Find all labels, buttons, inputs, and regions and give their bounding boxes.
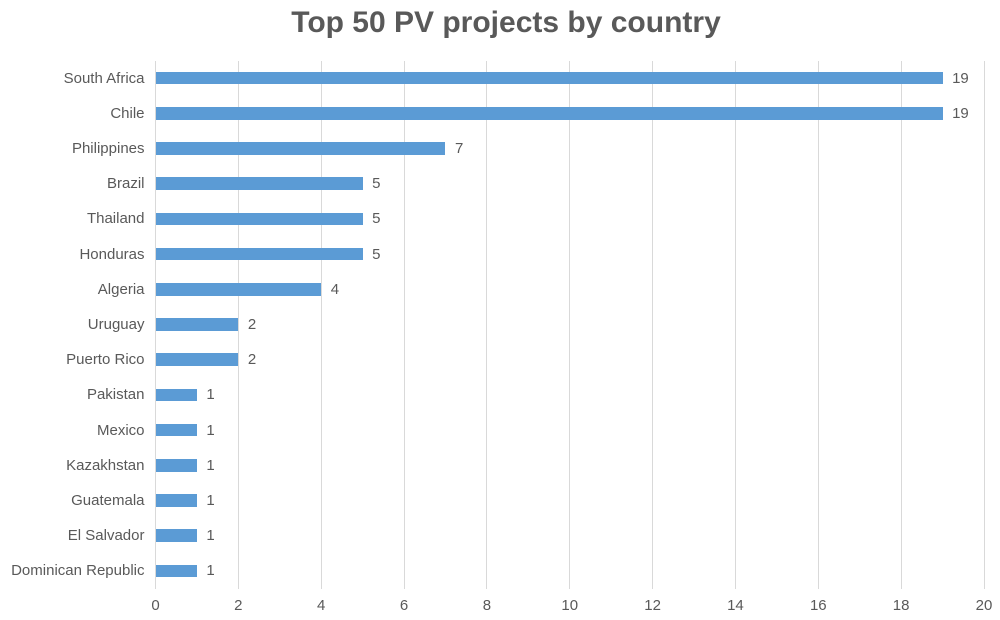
- x-axis-tick-label: 12: [644, 597, 661, 614]
- category-label: Philippines: [71, 140, 145, 157]
- x-gridline: [652, 60, 654, 589]
- value-label: 7: [454, 140, 464, 157]
- x-axis-tick-label: 18: [892, 597, 910, 614]
- category-label: Kazakhstan: [66, 456, 145, 474]
- bar: [155, 212, 363, 226]
- category-label: Dominican Republic: [11, 562, 145, 580]
- x-axis-tick-label: 8: [482, 597, 492, 614]
- x-gridline: [403, 60, 405, 589]
- x-gridline: [320, 60, 322, 589]
- value-label: 1: [206, 421, 215, 439]
- bar: [155, 142, 446, 155]
- value-label: 5: [372, 210, 381, 228]
- value-label: 2: [247, 316, 257, 333]
- x-gridline: [900, 60, 902, 589]
- x-gridline: [569, 60, 571, 589]
- category-label: Honduras: [79, 245, 145, 263]
- x-axis-tick-label: 0: [151, 597, 160, 614]
- x-axis-tick-label: 6: [399, 597, 409, 614]
- category-label: Guatemala: [71, 492, 145, 509]
- x-gridline: [237, 60, 239, 589]
- bar: [155, 318, 239, 331]
- bar: [155, 388, 197, 402]
- bar: [155, 107, 943, 120]
- bar: [155, 353, 239, 366]
- bar: [155, 459, 197, 472]
- bar: [155, 423, 197, 437]
- category-label: Thailand: [86, 210, 145, 228]
- chart-title: Top 50 PV projects by country: [291, 6, 721, 39]
- value-label: 1: [206, 562, 215, 580]
- x-axis-tick-label: 4: [317, 597, 326, 614]
- category-label: Puerto Rico: [66, 351, 145, 369]
- bar: [155, 494, 197, 507]
- category-label: South Africa: [63, 69, 145, 87]
- category-label: Algeria: [97, 280, 145, 298]
- category-label: Chile: [110, 104, 145, 122]
- bar: [155, 529, 197, 542]
- x-axis-tick-label: 20: [975, 597, 993, 614]
- value-label: 19: [952, 104, 969, 122]
- category-label: Uruguay: [87, 316, 145, 333]
- x-axis-tick-label: 14: [727, 597, 744, 614]
- value-label: 19: [952, 69, 969, 87]
- x-gridline: [486, 60, 488, 589]
- value-label: 1: [206, 527, 215, 545]
- x-axis-tick-label: 10: [561, 597, 579, 614]
- bar: [155, 247, 363, 261]
- value-label: 5: [372, 175, 381, 193]
- bar: [155, 564, 197, 578]
- bar: [155, 71, 943, 85]
- value-label: 5: [372, 245, 381, 263]
- x-gridline: [983, 60, 985, 589]
- bar: [155, 177, 363, 190]
- value-label: 2: [247, 351, 257, 369]
- category-label: Mexico: [96, 421, 145, 439]
- value-label: 4: [330, 280, 340, 298]
- value-label: 1: [206, 492, 215, 509]
- value-label: 1: [206, 386, 215, 404]
- x-axis-tick-label: 16: [809, 597, 827, 614]
- category-label: Brazil: [106, 175, 145, 193]
- category-label: El Salvador: [67, 527, 145, 545]
- category-label: Pakistan: [86, 386, 145, 404]
- x-gridline: [734, 60, 736, 589]
- x-gridline: [817, 60, 819, 589]
- x-axis-tick-label: 2: [234, 597, 243, 614]
- value-label: 1: [206, 456, 215, 474]
- bar: [155, 283, 322, 296]
